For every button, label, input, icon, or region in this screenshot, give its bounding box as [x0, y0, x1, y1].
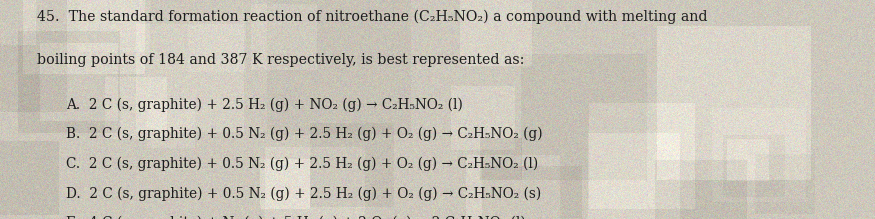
- Text: boiling points of 184 and 387 K respectively, is best represented as:: boiling points of 184 and 387 K respecti…: [37, 53, 524, 67]
- Text: 45.  The standard formation reaction of nitroethane (C₂H₅NO₂) a compound with me: 45. The standard formation reaction of n…: [37, 10, 707, 24]
- Text: A.  2 C (s, graphite) + 2.5 H₂ (g) + NO₂ (g) → C₂H₅NO₂ (l): A. 2 C (s, graphite) + 2.5 H₂ (g) + NO₂ …: [66, 97, 463, 112]
- Text: C.  2 C (s, graphite) + 0.5 N₂ (g) + 2.5 H₂ (g) + O₂ (g) → C₂H₅NO₂ (l): C. 2 C (s, graphite) + 0.5 N₂ (g) + 2.5 …: [66, 157, 538, 171]
- Text: E.  4 C (s, graphite) + N₂ (g) + 5 H₂ (g) + 2 O₂ (g) → 2 C₂H₅NO₂ (l): E. 4 C (s, graphite) + N₂ (g) + 5 H₂ (g)…: [66, 216, 525, 219]
- Text: D.  2 C (s, graphite) + 0.5 N₂ (g) + 2.5 H₂ (g) + O₂ (g) → C₂H₅NO₂ (s): D. 2 C (s, graphite) + 0.5 N₂ (g) + 2.5 …: [66, 186, 541, 201]
- Text: B.  2 C (s, graphite) + 0.5 N₂ (g) + 2.5 H₂ (g) + O₂ (g) → C₂H₅NO₂ (g): B. 2 C (s, graphite) + 0.5 N₂ (g) + 2.5 …: [66, 127, 542, 141]
